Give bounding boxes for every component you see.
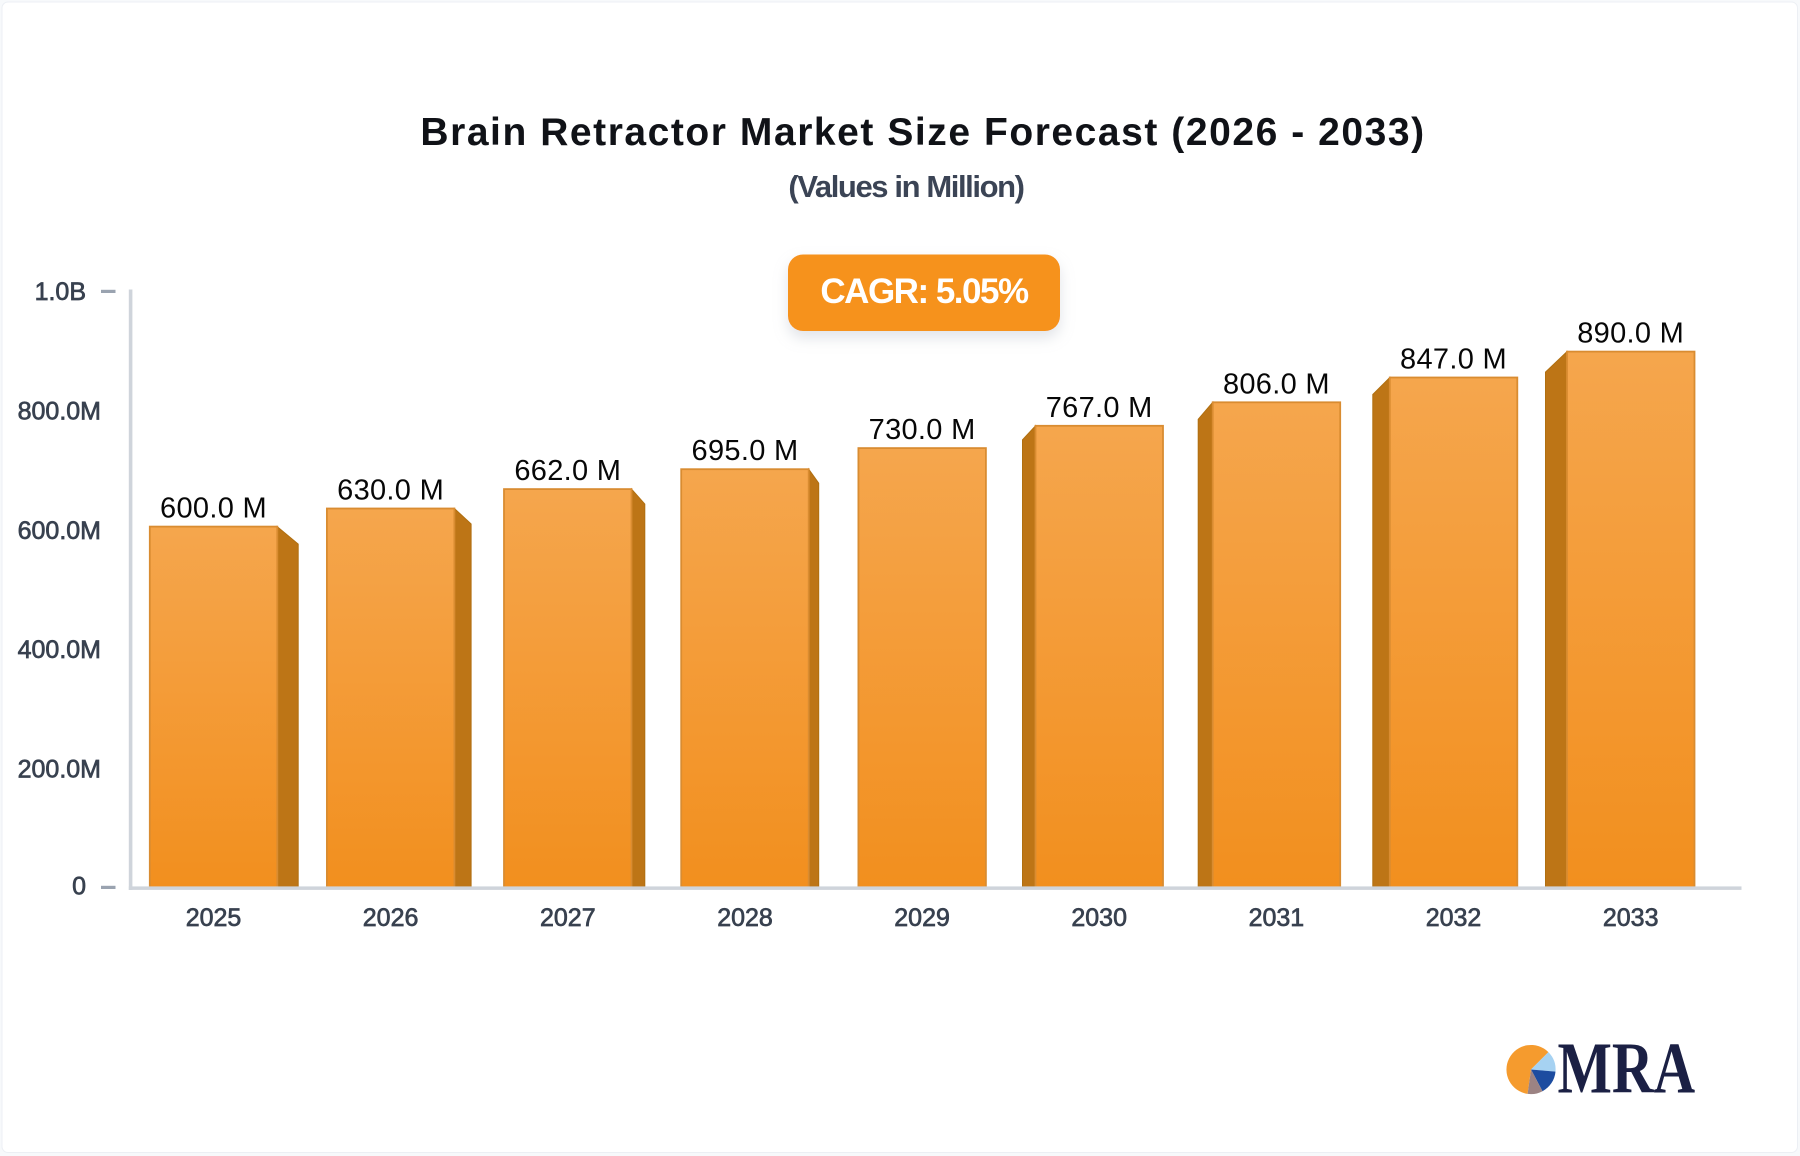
svg-text:2030: 2030 bbox=[1071, 904, 1127, 932]
svg-text:Brain Retractor Market Size Fo: Brain Retractor Market Size Forecast (20… bbox=[420, 111, 1425, 154]
svg-text:2025: 2025 bbox=[186, 904, 242, 932]
svg-text:630.0 M: 630.0 M bbox=[337, 475, 444, 507]
svg-text:MRA: MRA bbox=[1558, 1028, 1696, 1109]
svg-text:0: 0 bbox=[72, 873, 86, 901]
svg-text:CAGR: 5.05%: CAGR: 5.05% bbox=[820, 272, 1029, 311]
svg-text:890.0 M: 890.0 M bbox=[1577, 318, 1684, 350]
svg-text:800.0M: 800.0M bbox=[18, 397, 101, 425]
svg-text:600.0M: 600.0M bbox=[18, 517, 101, 545]
svg-text:400.0M: 400.0M bbox=[18, 636, 101, 664]
svg-text:2033: 2033 bbox=[1603, 904, 1659, 932]
svg-text:1.0B: 1.0B bbox=[35, 278, 86, 306]
svg-text:847.0 M: 847.0 M bbox=[1400, 344, 1507, 376]
svg-text:695.0 M: 695.0 M bbox=[692, 435, 799, 467]
svg-text:2029: 2029 bbox=[894, 904, 950, 932]
svg-text:200.0M: 200.0M bbox=[18, 756, 101, 784]
svg-text:(Values in Million): (Values in Million) bbox=[788, 169, 1023, 204]
svg-text:600.0 M: 600.0 M bbox=[160, 493, 267, 525]
svg-text:2027: 2027 bbox=[540, 904, 596, 932]
svg-text:2026: 2026 bbox=[363, 904, 419, 932]
svg-text:662.0 M: 662.0 M bbox=[514, 455, 621, 487]
svg-text:2028: 2028 bbox=[717, 904, 773, 932]
svg-text:2032: 2032 bbox=[1426, 904, 1482, 932]
svg-text:730.0 M: 730.0 M bbox=[869, 414, 976, 446]
svg-text:2031: 2031 bbox=[1249, 904, 1305, 932]
svg-text:767.0 M: 767.0 M bbox=[1046, 392, 1153, 424]
svg-text:806.0 M: 806.0 M bbox=[1223, 368, 1330, 400]
